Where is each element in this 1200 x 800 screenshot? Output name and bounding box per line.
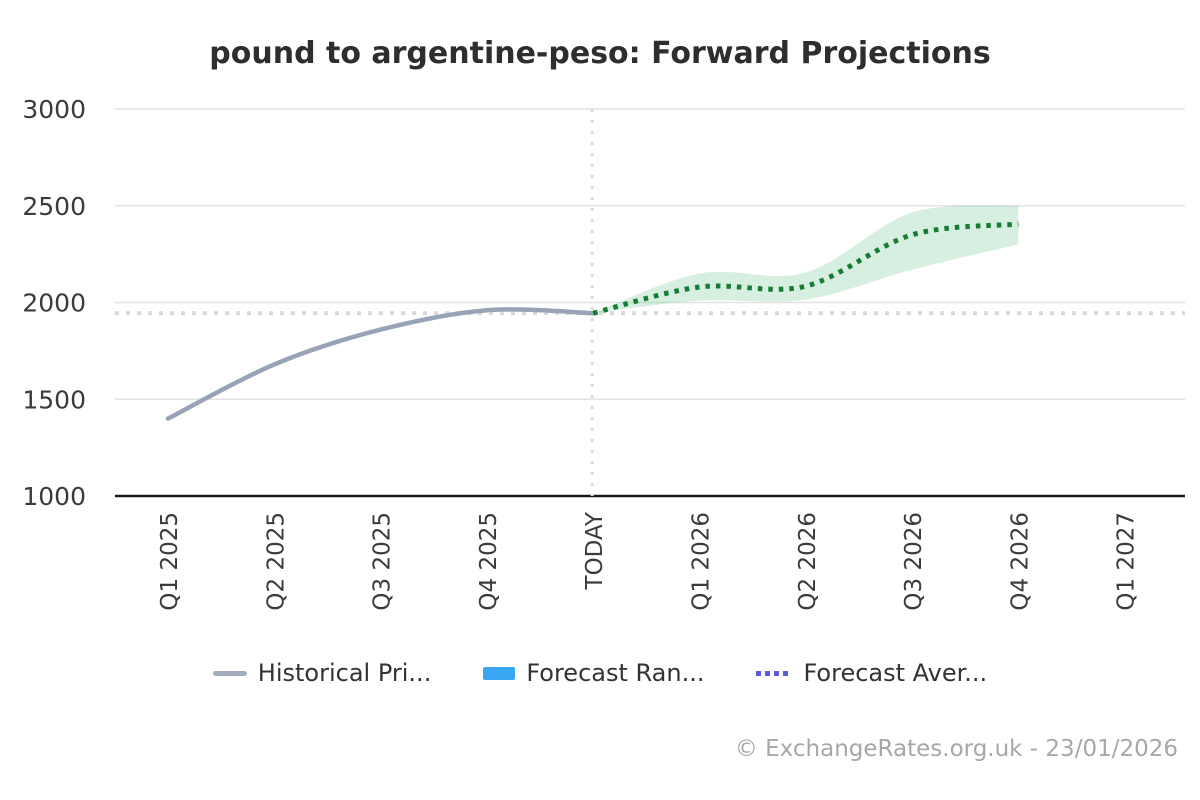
x-axis-tick-label: Q3 2026 <box>901 512 927 611</box>
x-axis-tick-label: Q1 2025 <box>157 512 183 611</box>
x-axis-tick-label: Q4 2026 <box>1007 512 1033 611</box>
y-axis-tick-label: 2500 <box>22 192 86 221</box>
copyright-watermark: © ExchangeRates.org.uk - 23/01/2026 <box>734 736 1178 762</box>
chart-legend: Historical Pri... Forecast Ran... Foreca… <box>0 659 1200 687</box>
x-axis-tick-label: Q3 2025 <box>370 512 396 611</box>
historical-price-swatch-icon <box>212 670 247 676</box>
x-axis-tick-label: Q1 2027 <box>1114 512 1140 611</box>
forecast-average-swatch-icon <box>756 670 793 676</box>
chart-title: pound to argentine-peso: Forward Project… <box>209 36 991 71</box>
y-axis-tick-label: 3000 <box>22 95 86 124</box>
legend-label: Forecast Ran... <box>526 659 705 687</box>
legend-item-forecast-average[interactable]: Forecast Aver... <box>756 659 987 687</box>
y-axis-tick-label: 1500 <box>22 385 86 414</box>
legend-label: Historical Pri... <box>257 659 432 687</box>
forecast-range-band <box>593 205 1019 314</box>
legend-item-forecast-range[interactable]: Forecast Ran... <box>483 659 704 687</box>
legend-item-historical-price[interactable]: Historical Pri... <box>212 659 432 687</box>
x-axis-tick-label: TODAY <box>582 511 608 590</box>
forecast-range-swatch-icon <box>483 666 516 680</box>
x-axis-tick-label: Q1 2026 <box>689 512 715 611</box>
y-axis-tick-label: 1000 <box>22 482 86 511</box>
forecast-average-line <box>592 221 1019 316</box>
legend-label: Forecast Aver... <box>803 659 988 687</box>
x-axis-tick-label: Q2 2026 <box>795 512 821 611</box>
y-axis-tick-label: 2000 <box>22 289 86 318</box>
x-axis-tick-label: Q4 2025 <box>476 512 502 611</box>
historical-price-line <box>165 307 596 421</box>
x-axis-tick-label: Q2 2025 <box>263 512 289 611</box>
